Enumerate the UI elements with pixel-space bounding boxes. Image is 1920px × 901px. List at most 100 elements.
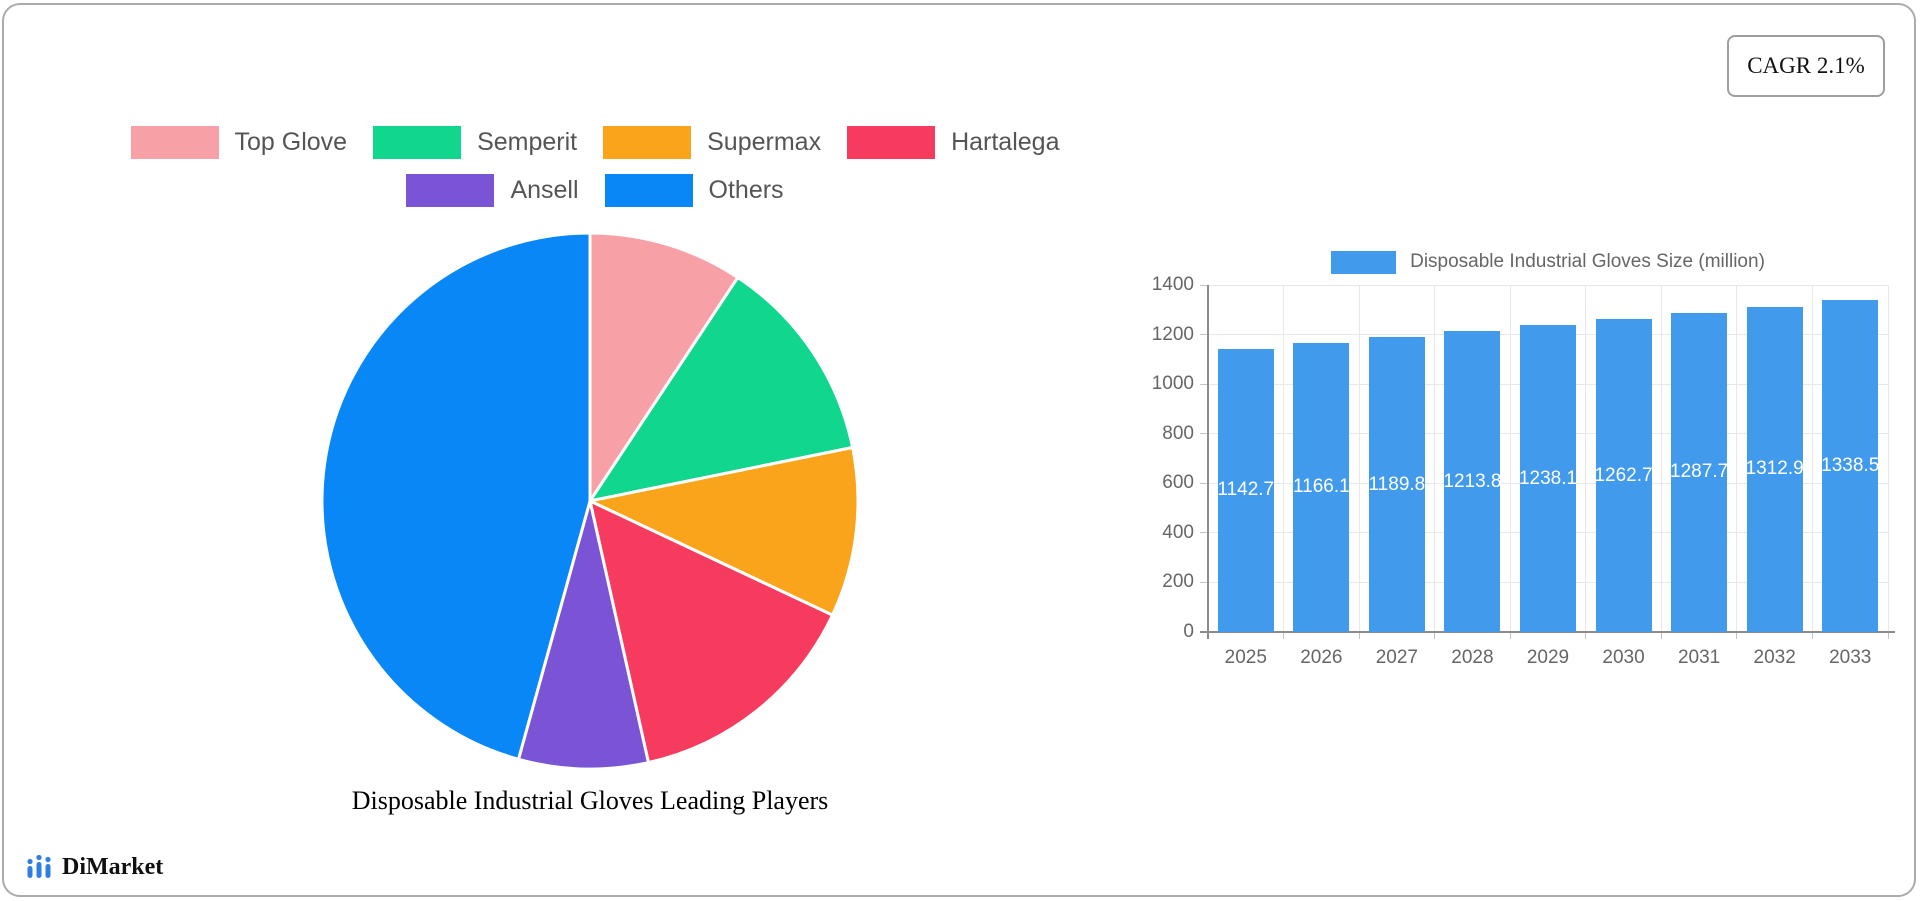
x-gridline [1585,285,1587,632]
bar-value-label: 1338.5 [1821,455,1880,477]
bar-value-label: 1142.7 [1217,479,1275,501]
x-gridline [1283,285,1285,632]
y-axis-tick-label: 800 [1162,422,1194,444]
pie-legend-row: Ansell Others [406,174,784,207]
y-axis-tick-label: 1200 [1151,323,1194,345]
x-axis-label: 2028 [1451,647,1494,668]
pie-legend: Top Glove Semperit Supermax Hartalega Ansell… [0,126,1190,207]
legend-item-semperit[interactable]: Semperit [373,126,577,159]
pie-slice-hartalega [588,499,834,765]
x-tick-mark [1283,632,1285,639]
x-gridline [1509,285,1511,632]
bar-2027 [1368,337,1425,632]
bar-value-label: 1213.8 [1443,470,1502,492]
legend-item-ansell[interactable]: Ansell [406,174,579,207]
x-axis-label: 2032 [1753,647,1796,668]
bar-2031 [1671,312,1728,632]
legend-label: Semperit [477,128,578,156]
y-axis-tick-label: 0 [1183,621,1194,642]
legend-label: Top Glove [234,128,348,156]
x-axis-label: 2030 [1602,647,1645,668]
x-axis-label: 2029 [1526,647,1570,668]
pie-chart-title: Disposable Industrial Gloves Leading Pla… [351,786,829,815]
y-tick-mark [1200,383,1208,385]
legend-swatch-ansell [406,174,495,207]
bar-value-label: 1189.8 [1368,473,1426,495]
x-tick-mark [1434,632,1436,639]
pie-slice-ansell [516,499,650,771]
bar-value-label: 1312.9 [1745,458,1804,480]
x-gridline [1660,285,1662,632]
legend-item-hartalega[interactable]: Hartalega [847,126,1059,159]
x-axis-line [1200,631,1895,633]
y-tick-mark [1200,581,1208,583]
x-gridline [1811,285,1813,632]
bar-2025 [1217,348,1274,632]
y-tick-mark [1200,532,1208,534]
bar-2030 [1595,319,1652,632]
y-axis-tick-label: 1400 [1151,274,1194,295]
pie-legend-row: Top Glove Semperit Supermax Hartalega [130,126,1059,159]
bar-2028 [1444,331,1501,632]
bar-legend-label: Disposable Industrial Gloves Size (milli… [1410,251,1765,272]
legend-swatch-top-glove [130,126,219,159]
pie-slice-others [320,231,592,761]
x-axis-label: 2031 [1677,647,1721,668]
brand-logo: DiMarket [26,853,163,881]
bar-legend-swatch [1331,250,1397,274]
legend-label: Supermax [707,128,822,156]
brand-bars-icon [27,854,51,878]
x-tick-mark [1358,632,1360,639]
bar-2033 [1822,300,1879,632]
bar-2026 [1293,342,1350,632]
cagr-badge: CAGR 2.1% [1727,35,1885,97]
bar-2029 [1520,325,1576,632]
x-gridline [1434,285,1436,632]
legend-label: Hartalega [951,128,1060,156]
x-axis-label: 2026 [1300,647,1343,668]
bar-value-label: 1262.7 [1594,464,1653,486]
legend-item-top-glove[interactable]: Top Glove [130,126,348,159]
x-axis-label: 2033 [1829,647,1872,668]
legend-label: Ansell [510,176,579,204]
x-gridline [1358,285,1360,632]
y-axis-tick-label: 600 [1162,472,1194,494]
bar-value-label: 1287.7 [1670,461,1729,483]
cagr-badge-label: CAGR 2.1% [1747,53,1865,78]
y-tick-mark [1200,482,1208,484]
x-gridline [1736,285,1738,632]
x-tick-mark [1887,632,1889,639]
legend-swatch-hartalega [847,126,936,159]
y-tick-mark [1200,433,1208,435]
x-tick-mark [1736,632,1738,639]
x-tick-mark [1660,632,1662,639]
legend-swatch-semperit [373,126,462,159]
legend-item-supermax[interactable]: Supermax [603,126,821,159]
legend-swatch-supermax [603,126,692,159]
bar-legend-item[interactable]: Disposable Industrial Gloves Size (milli… [1208,249,1888,275]
bar-value-label: 1166.1 [1292,476,1350,498]
pie-chart [320,231,860,771]
x-tick-mark [1811,632,1813,639]
brand-name: DiMarket [62,853,164,880]
legend-swatch-others [604,174,693,207]
pie-slice-semperit [588,275,855,503]
bar-2032 [1746,306,1803,632]
x-axis-label: 2027 [1375,647,1419,668]
y-axis-line [1207,285,1209,639]
legend-item-others[interactable]: Others [604,174,784,207]
legend-label: Others [708,176,784,204]
y-axis-tick-label: 1000 [1151,373,1194,395]
x-tick-mark [1509,632,1511,639]
y-gridline [1208,284,1888,286]
x-axis-label: 2025 [1224,647,1267,668]
pie-slice-top-glove [588,231,740,503]
y-axis-tick-label: 200 [1162,571,1194,593]
y-tick-mark [1200,284,1208,286]
y-tick-mark [1200,334,1208,336]
pie-slice-supermax [588,445,860,617]
x-gridline [1887,285,1889,632]
bar-value-label: 1238.1 [1518,467,1578,489]
